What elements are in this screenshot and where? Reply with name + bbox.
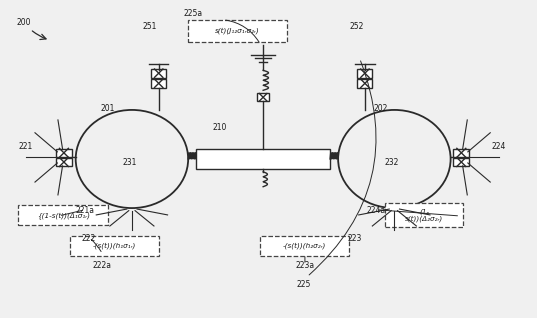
Text: 224: 224 (492, 142, 506, 151)
Text: s(t)(J₁₂σ₁ᵣσ₂ᵣ): s(t)(J₁₂σ₁ᵣσ₂ᵣ) (215, 27, 260, 34)
Text: 225: 225 (296, 280, 310, 289)
FancyBboxPatch shape (385, 203, 463, 227)
Bar (56, 158, 72, 166)
Bar (358, 79, 372, 88)
Bar (257, 93, 269, 101)
Text: 202: 202 (374, 104, 388, 113)
Text: 201: 201 (100, 104, 115, 113)
Text: 252: 252 (350, 22, 364, 31)
Text: 200: 200 (17, 18, 31, 27)
FancyBboxPatch shape (188, 20, 287, 42)
Text: 222a: 222a (93, 260, 112, 270)
Bar (453, 158, 469, 166)
Text: 210: 210 (212, 123, 227, 132)
Text: 222: 222 (82, 234, 96, 243)
Text: 251: 251 (142, 22, 157, 31)
FancyBboxPatch shape (18, 205, 108, 225)
Bar (56, 149, 72, 157)
Bar (358, 69, 372, 78)
Bar (196, 149, 330, 169)
Text: 221a: 221a (76, 206, 95, 215)
Bar (151, 69, 166, 78)
Text: 221: 221 (18, 142, 32, 151)
FancyBboxPatch shape (70, 236, 159, 256)
Text: 223a: 223a (295, 260, 315, 270)
Text: -(s(t))(h₂σ₂ᵣ): -(s(t))(h₂σ₂ᵣ) (283, 242, 326, 249)
Bar (151, 79, 166, 88)
Text: {(1-s(t))(Δ₁σ₁ᵣ): {(1-s(t))(Δ₁σ₁ᵣ) (37, 212, 90, 219)
Bar (453, 149, 469, 157)
FancyBboxPatch shape (260, 236, 349, 256)
Text: 232: 232 (384, 158, 399, 167)
Text: (1-
s(t))(Δ₂σ₂ᵣ): (1- s(t))(Δ₂σ₂ᵣ) (405, 208, 443, 222)
Text: 231: 231 (122, 158, 136, 167)
Text: -(s(t))(h₁σ₁ᵣ): -(s(t))(h₁σ₁ᵣ) (93, 242, 136, 249)
Text: 223: 223 (347, 234, 361, 243)
Text: 224a: 224a (366, 206, 385, 215)
Text: 225a: 225a (184, 9, 203, 18)
